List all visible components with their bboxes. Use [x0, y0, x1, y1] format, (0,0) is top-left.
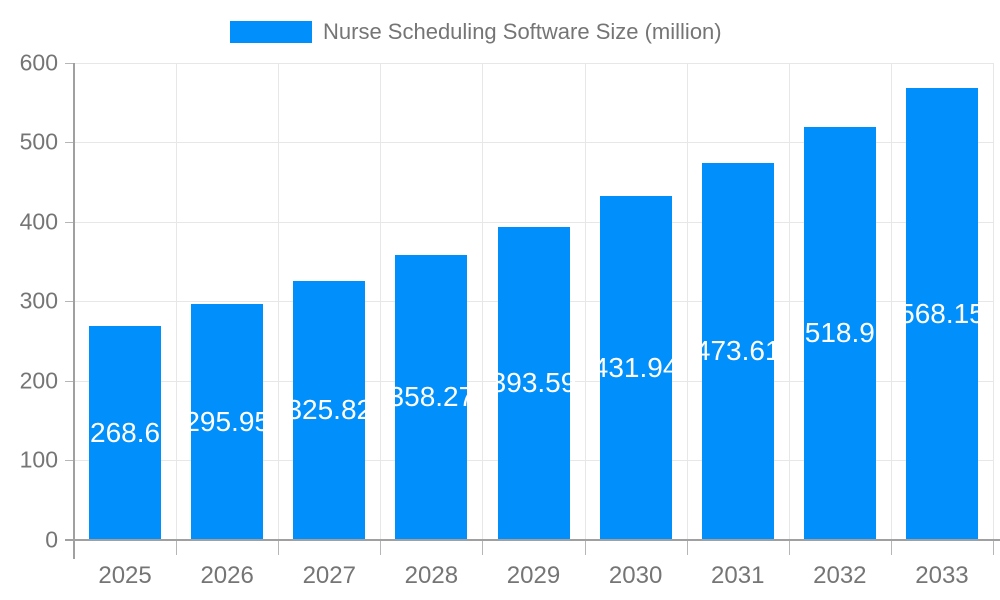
h-gridline: [74, 63, 993, 64]
x-tick-mark: [482, 539, 484, 555]
x-tick-mark: [890, 539, 892, 555]
v-gridline: [788, 63, 790, 540]
bar-2030[interactable]: [599, 196, 672, 540]
y-tick-label: 100: [19, 446, 58, 473]
x-tick-label: 2027: [302, 562, 356, 589]
bar-2027[interactable]: [293, 280, 366, 540]
y-axis-line: [72, 63, 75, 559]
h-gridline: [74, 221, 993, 223]
x-axis-line: [65, 538, 1000, 541]
v-gridline: [890, 63, 892, 540]
v-gridline: [584, 63, 586, 540]
bar-2031[interactable]: [701, 163, 774, 540]
v-gridline: [686, 63, 688, 540]
y-tick-mark: [65, 380, 74, 382]
y-tick-mark: [65, 142, 74, 144]
x-tick-mark: [993, 539, 994, 555]
y-tick-label: 500: [19, 128, 58, 155]
bar-2032[interactable]: [803, 127, 876, 540]
bar-2026[interactable]: [191, 304, 264, 540]
bar-2033[interactable]: [905, 88, 978, 540]
x-tick-label: 2031: [711, 562, 765, 589]
y-tick-mark: [65, 301, 74, 303]
y-tick-label: 600: [19, 49, 58, 76]
x-tick-label: 2028: [404, 562, 459, 589]
x-tick-label: 2029: [506, 562, 561, 589]
y-tick-label: 300: [19, 287, 58, 314]
x-tick-label: 2030: [608, 562, 663, 589]
h-gridline: [74, 142, 993, 144]
x-tick-mark: [380, 539, 382, 555]
y-tick-mark: [65, 63, 74, 64]
x-tick-label: 2033: [915, 562, 969, 589]
bar-2025[interactable]: [89, 326, 162, 540]
v-gridline: [176, 63, 178, 540]
y-tick-label: 0: [45, 526, 58, 552]
legend-label[interactable]: Nurse Scheduling Software Size (million): [323, 19, 722, 44]
x-tick-mark: [176, 539, 178, 555]
y-tick-mark: [65, 460, 74, 462]
x-tick-label: 2026: [200, 562, 254, 589]
v-gridline: [993, 63, 994, 540]
bar-2028[interactable]: [395, 254, 468, 540]
y-tick-label: 400: [19, 208, 58, 235]
legend-swatch[interactable]: [230, 21, 312, 43]
x-tick-mark: [74, 539, 75, 555]
x-tick-mark: [584, 539, 586, 555]
v-gridline: [482, 63, 484, 540]
x-tick-mark: [278, 539, 280, 555]
y-tick-mark: [65, 221, 74, 223]
bar-2029[interactable]: [497, 226, 570, 540]
x-tick-label: 2025: [98, 562, 152, 589]
y-tick-label: 200: [19, 367, 58, 394]
v-gridline: [380, 63, 382, 540]
v-gridline: [278, 63, 280, 540]
legend-item[interactable]: Nurse Scheduling Software Size (million): [230, 19, 722, 45]
x-tick-mark: [686, 539, 688, 555]
x-tick-mark: [788, 539, 790, 555]
x-tick-label: 2032: [813, 562, 867, 589]
